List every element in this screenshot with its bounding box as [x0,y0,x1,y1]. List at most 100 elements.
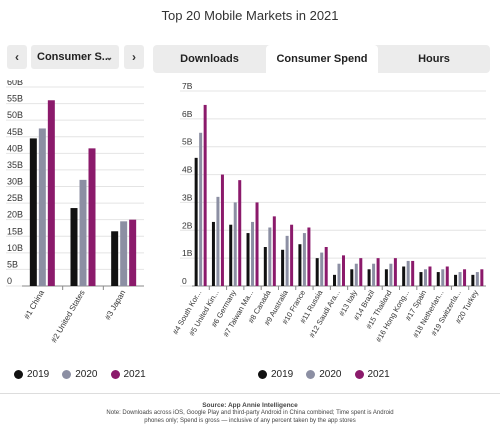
y-tick-label: 1B [182,248,193,258]
bar-2020 [38,128,46,286]
footer-note-2: phones only; Spend is gross — inclusive … [144,418,356,424]
legend-dot [110,370,120,379]
y-tick-label: 15B [7,226,23,236]
bar-2021 [324,247,328,286]
bar-2020 [199,132,203,286]
tab-downloads[interactable]: Downloads [180,53,239,65]
bar-2021 [255,202,259,286]
bar-2019 [384,269,388,286]
y-tick-label: 7B [182,81,193,91]
bar-2020 [475,272,479,286]
y-tick-label: 4B [182,165,193,175]
dropdown-label: Consumer S... [37,51,111,63]
bar-2021 [480,269,484,286]
legend-dot [258,370,267,379]
footer-divider [0,393,500,394]
bar-2021 [393,258,397,286]
y-tick-label: 30B [7,177,23,187]
left-bar-chart: 0 5B 10B 15B 20B 25B 30B 35B 40B 45B 50B 55B 60B #1 C… [6,80,144,345]
bar-2020 [458,272,462,286]
bar-2020 [233,202,237,286]
x-category-label: #3 Japan [103,289,127,322]
y-tick-label: 45B [7,127,23,137]
legend-item-2021: 2021 [110,369,146,380]
bar-2019 [246,233,250,286]
bar-2020 [251,221,255,286]
legend-item-2021: 2021 [354,369,390,380]
bar-2021 [307,227,311,286]
legend-dot [354,370,364,379]
legend-item-2020: 2020 [62,369,98,380]
bar-2019 [298,244,302,286]
bar-2021 [342,255,345,286]
y-tick-label: 40B [7,143,23,153]
bar-2020 [79,179,87,286]
metric-tabs: Downloads Consumer Spend Hours [153,45,490,73]
bar-2019 [194,157,198,286]
bar-2020 [441,269,445,286]
y-tick-label: 60B [7,80,23,87]
x-category-label: #2 United States [49,289,86,345]
bar-2021 [238,180,242,286]
legend-label: 2019 [27,369,50,380]
legend-dot [62,370,72,379]
bar-2020 [406,260,410,286]
bar-2020 [354,263,358,286]
metric-dropdown[interactable]: Consumer S... ⌄ [31,45,119,69]
legend-item-2019: 2019 [14,369,49,380]
chevron-down-icon: ⌄ [105,51,113,62]
y-tick-label: 5B [182,137,193,147]
bar-2019 [367,269,371,286]
bar-2019 [333,274,336,286]
next-button[interactable]: › [124,45,144,69]
bar-2019 [471,274,475,286]
bar-2019 [281,249,285,286]
legend-item-2020: 2020 [306,369,342,380]
y-tick-label: 0 [7,276,12,286]
legend-label: 2021 [123,369,146,380]
footer-note-1: Note: Downloads across iOS, Google Play … [106,410,394,416]
bar-2019 [436,272,440,286]
bar-2021 [290,224,294,286]
y-tick-label: 2B [182,220,193,230]
bar-2019 [111,231,119,286]
bar-2020 [216,196,220,286]
bar-2021 [272,216,276,286]
legend-label: 2021 [367,369,390,380]
bar-2021 [359,258,363,286]
bar-2019 [454,274,458,286]
legend-dot [306,370,316,379]
bar-2020 [423,269,427,286]
legend-item-2019: 2019 [258,369,293,380]
legend-label: 2019 [271,369,294,380]
bar-2021 [47,100,55,286]
bar-2019 [70,208,78,286]
footer-source: Source: App Annie Intelligence [202,402,298,409]
tab-consumer-spend[interactable]: Consumer Spend [266,45,378,73]
prev-button[interactable]: ‹ [7,45,27,69]
bar-2019 [402,266,406,286]
y-tick-label: 10B [7,243,23,253]
y-tick-label: 35B [7,160,23,170]
bar-2021 [428,266,432,286]
y-tick-label: 0 [182,276,187,286]
chevron-left-icon: ‹ [15,50,19,64]
bar-2020 [285,235,289,286]
legend-label: 2020 [75,369,98,380]
legend-dot [14,370,23,379]
bar-2019 [211,221,215,286]
right-legend: 2019 2020 2021 [258,369,398,380]
bar-2020 [320,252,324,286]
bar-2021 [376,258,380,286]
chart-title: Top 20 Mobile Markets in 2021 [161,8,339,23]
bar-2020 [337,263,341,286]
chevron-right-icon: › [132,50,136,64]
y-tick-label: 25B [7,193,23,203]
bar-2021 [129,219,137,286]
bar-2021 [411,260,415,286]
bar-2019 [350,269,354,286]
bar-2019 [229,224,233,286]
bar-2021 [220,174,224,286]
tab-hours[interactable]: Hours [418,53,450,65]
